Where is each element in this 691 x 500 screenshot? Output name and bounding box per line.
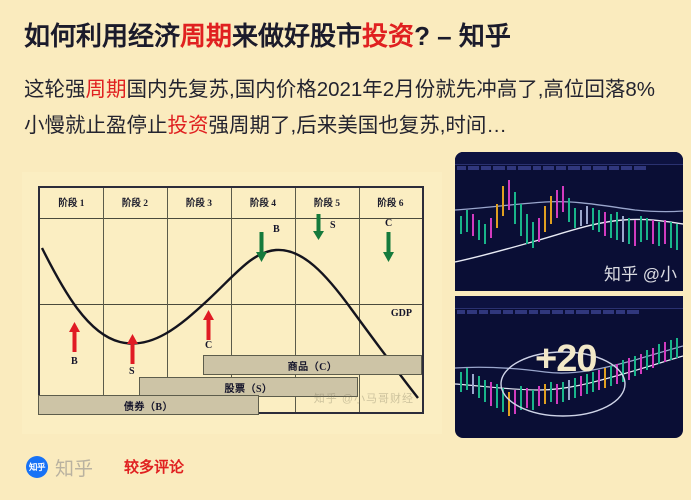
snippet-segment-3: 投资 xyxy=(167,114,209,137)
zhihu-logo-icon[interactable]: 知乎 xyxy=(26,456,48,478)
chart-top-watermark: 知乎 @小 xyxy=(604,265,677,284)
buy-mark-letter-s: S xyxy=(129,366,135,377)
stage-label-4: 阶段 4 xyxy=(249,199,277,209)
asset-bar-bonds[interactable]: 债券（B） xyxy=(38,395,259,415)
diagram-watermark: 知乎 @小马哥财经 xyxy=(313,393,414,405)
snippet-segment-2: 国内先复苏,国内价格2021年2月份就先冲高了,高位回落8%小慢就止盈停止 xyxy=(24,78,656,137)
stock-chart-panels[interactable]: 知乎 @小 xyxy=(455,152,683,438)
title-segment-1: 周期 xyxy=(180,21,233,51)
gdp-label: GDP xyxy=(390,308,412,319)
buy-arrow-stage-1 xyxy=(69,322,80,352)
footer-bar: 知乎 知乎 较多评论 xyxy=(0,448,691,500)
page-title[interactable]: 如何利用经济周期来做好股市投资? – 知乎 xyxy=(24,16,664,53)
chart-bottom-plot xyxy=(455,338,683,417)
buy-mark-letter-c: C xyxy=(205,340,213,351)
title-segment-2: 来做好股市 xyxy=(232,21,363,51)
sell-arrow-stage-4 xyxy=(256,232,267,262)
stage-label-3: 阶段 3 xyxy=(185,199,213,209)
source-name[interactable]: 知乎 xyxy=(55,459,94,480)
sell-mark-letter-b: B xyxy=(273,224,280,235)
chart-bottom-toolbar xyxy=(455,296,683,309)
stage-label-5: 阶段 5 xyxy=(313,199,341,209)
asset-bar-commodity[interactable]: 商品（C） xyxy=(203,355,422,375)
result-snippet: 这轮强周期国内先复苏,国内价格2021年2月份就先冲高了,高位回落8%小慢就止盈… xyxy=(24,72,669,144)
snippet-segment-0: 这轮强 xyxy=(24,78,86,101)
chart-bottom-tick-row xyxy=(457,310,681,315)
gain-annotation: +20 xyxy=(535,338,597,380)
chart-top-plot xyxy=(455,180,683,263)
snippet-segment-4: 强周期了,后来美国也复苏,时间… xyxy=(208,114,507,137)
buy-mark-letter-b: B xyxy=(71,356,78,367)
chart-top-toolbar xyxy=(455,152,683,165)
diagram-frame: 阶段 1 阶段 2 阶段 3 阶段 4 阶段 5 阶段 6 B S C B xyxy=(38,186,424,415)
chart-top-tick-row xyxy=(457,166,681,171)
comment-count-badge[interactable]: 较多评论 xyxy=(124,459,185,476)
stage-divider-1 xyxy=(103,188,104,412)
title-segment-0: 如何利用经济 xyxy=(24,21,181,51)
economic-cycle-diagram[interactable]: 阶段 1 阶段 2 阶段 3 阶段 4 阶段 5 阶段 6 B S C B xyxy=(22,172,442,434)
title-segment-3: 投资 xyxy=(362,21,415,51)
sell-arrow-stage-5 xyxy=(313,214,324,240)
title-segment-4: ? – 知乎 xyxy=(414,21,511,51)
sell-arrow-stage-6 xyxy=(383,232,394,262)
buy-arrow-stage-2 xyxy=(127,334,138,364)
stage-label-1: 阶段 1 xyxy=(58,199,85,209)
candlestick-chart-bottom[interactable]: +20 xyxy=(455,296,683,438)
stage-label-2: 阶段 2 xyxy=(121,199,149,209)
candlestick-chart-top[interactable]: 知乎 @小 xyxy=(455,152,683,291)
sell-mark-letter-c: C xyxy=(385,218,393,229)
sell-mark-letter-s: S xyxy=(330,220,336,231)
stage-label-6: 阶段 6 xyxy=(377,199,404,209)
snippet-segment-1: 周期 xyxy=(85,78,127,101)
buy-arrow-stage-3 xyxy=(203,310,214,340)
stage-divider-5 xyxy=(359,188,360,412)
